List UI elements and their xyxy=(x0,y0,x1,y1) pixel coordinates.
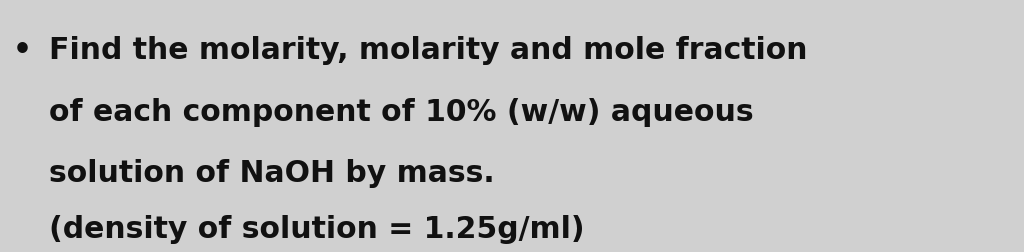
Text: Find the molarity, molarity and mole fraction: Find the molarity, molarity and mole fra… xyxy=(49,36,808,65)
Text: solution of NaOH by mass.: solution of NaOH by mass. xyxy=(49,159,495,188)
Text: •: • xyxy=(12,36,32,65)
Text: of each component of 10% (w/w) aqueous: of each component of 10% (w/w) aqueous xyxy=(49,98,754,127)
Text: (density of solution = 1.25g/ml): (density of solution = 1.25g/ml) xyxy=(49,215,585,244)
